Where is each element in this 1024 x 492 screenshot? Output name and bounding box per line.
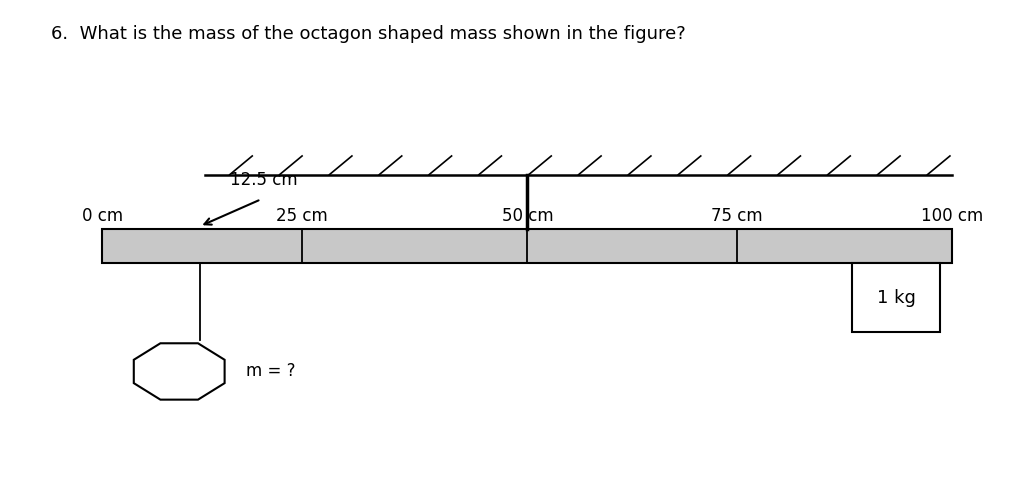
Text: 75 cm: 75 cm [712, 207, 763, 225]
Text: 1 kg: 1 kg [877, 289, 915, 307]
Text: 50 cm: 50 cm [502, 207, 553, 225]
Polygon shape [134, 343, 224, 400]
Text: m = ?: m = ? [246, 363, 295, 380]
Text: 100 cm: 100 cm [922, 207, 983, 225]
Text: 6.  What is the mass of the octagon shaped mass shown in the figure?: 6. What is the mass of the octagon shape… [51, 25, 686, 43]
Bar [102, 229, 952, 263]
Bar [852, 263, 940, 332]
Text: 0 cm: 0 cm [82, 207, 123, 225]
Text: 12.5 cm: 12.5 cm [230, 171, 298, 189]
Text: 25 cm: 25 cm [276, 207, 328, 225]
